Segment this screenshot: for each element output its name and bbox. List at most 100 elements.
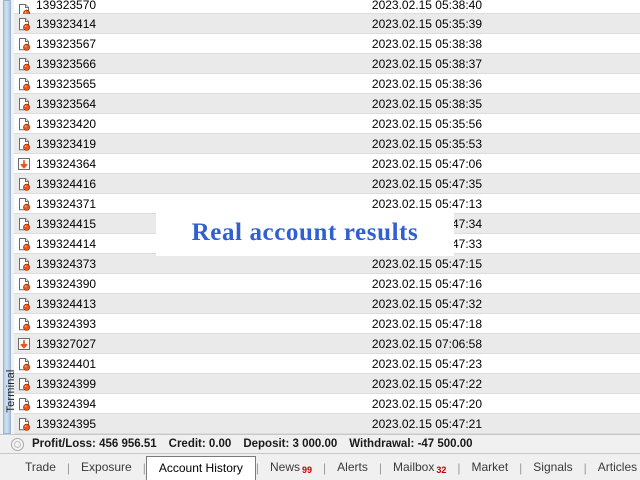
table-row[interactable]: 139323414 2023.02.15 05:35:39 [14, 14, 640, 34]
table-row[interactable]: 139323565 2023.02.15 05:38:36 [14, 74, 640, 94]
table-row[interactable]: 139324371 2023.02.15 05:47:13 [14, 194, 640, 214]
tab-label: Account History [158, 460, 243, 475]
cell-order-ticket: 139324413 [36, 297, 97, 311]
deposit-value: 3 000.00 [292, 438, 338, 450]
tab-market[interactable]: Market [460, 455, 519, 480]
cell-order-time: 2023.02.15 05:47:20 [371, 397, 482, 411]
order-icon [17, 197, 31, 211]
cell-order-ticket: 139323566 [36, 57, 97, 71]
cell-order-time: 2023.02.15 05:47:34 [371, 217, 482, 231]
table-row[interactable]: 139323567 2023.02.15 05:38:38 [14, 34, 640, 54]
tab-badge: 32 [436, 465, 447, 475]
tab-separator: | [519, 460, 523, 475]
profit-loss-value: 456 956.51 [99, 438, 157, 450]
order-icon [17, 237, 31, 251]
order-icon [17, 137, 31, 151]
cell-order-ticket: 139323420 [36, 117, 97, 131]
cell-order-time: 2023.02.15 05:47:13 [371, 197, 482, 211]
table-row[interactable]: 139323419 2023.02.15 05:35:53 [14, 134, 640, 154]
cell-order-ticket: 139324393 [36, 317, 97, 331]
table-row[interactable]: 139324394 2023.02.15 05:47:20 [14, 394, 640, 414]
cell-order-ticket: 139324415 [36, 217, 97, 231]
cell-order-ticket: 139323565 [36, 77, 97, 91]
order-icon [17, 417, 31, 431]
cell-order-ticket: 139324395 [36, 417, 97, 431]
order-icon [17, 257, 31, 271]
order-icon [17, 397, 31, 411]
order-icon [17, 37, 31, 51]
order-icon [17, 217, 31, 231]
table-row[interactable]: 139323564 2023.02.15 05:38:35 [14, 94, 640, 114]
cell-order-time: 2023.02.15 05:38:37 [371, 57, 482, 71]
table-row[interactable]: 139323566 2023.02.15 05:38:37 [14, 54, 640, 74]
deposit-label: Deposit: [243, 438, 290, 450]
table-row[interactable]: 139324399 2023.02.15 05:47:22 [14, 374, 640, 394]
cell-order-ticket: 139324373 [36, 257, 97, 271]
order-icon [17, 97, 31, 111]
withdrawal-value: -47 500.00 [417, 438, 473, 450]
table-row[interactable]: 139324373 2023.02.15 05:47:15 [14, 254, 640, 274]
tab-separator: | [323, 460, 327, 475]
cell-order-ticket: 139324414 [36, 237, 97, 251]
table-row[interactable]: 139324414 2023.02.15 05:47:33 [14, 234, 640, 254]
credit-label: Credit: [168, 438, 206, 450]
tab-label: Market [471, 460, 509, 474]
cell-order-ticket: 139324399 [36, 377, 97, 391]
terminal-dock-strip[interactable]: Terminal [0, 0, 17, 434]
table-row[interactable]: 139324364 2023.02.15 05:47:06 [14, 154, 640, 174]
account-history-table[interactable]: 139323570 2023.02.15 05:38:40 139323414 202… [14, 0, 640, 434]
tab-separator: | [255, 460, 260, 475]
tab-mailbox[interactable]: Mailbox 32 [382, 455, 457, 480]
order-icon [17, 177, 31, 191]
order-icon [17, 17, 31, 31]
cell-order-ticket: 139323567 [36, 37, 97, 51]
tab-separator: | [142, 460, 146, 475]
cell-order-ticket: 139323419 [36, 137, 97, 151]
order-icon [17, 297, 31, 311]
table-rows: 139323570 2023.02.15 05:38:40 139323414 202… [14, 0, 640, 434]
order-icon [17, 117, 31, 131]
cell-order-ticket: 139324401 [36, 357, 97, 371]
order-icon [17, 3, 31, 17]
tab-separator: | [378, 460, 382, 475]
tab-news[interactable]: News 99 [259, 455, 323, 480]
summary-icon [11, 437, 24, 451]
table-row[interactable]: 139324413 2023.02.15 05:47:32 [14, 294, 640, 314]
cell-order-time: 2023.02.15 05:47:33 [371, 237, 482, 251]
dock-handle[interactable] [3, 0, 11, 434]
tab-articles[interactable]: Articles [587, 455, 640, 480]
table-row[interactable]: 139324401 2023.02.15 05:47:23 [14, 354, 640, 374]
order-icon [17, 57, 31, 71]
credit-value: 0.00 [208, 438, 232, 450]
table-row[interactable]: 139323420 2023.02.15 05:35:56 [14, 114, 640, 134]
cell-order-time: 2023.02.15 05:35:39 [371, 17, 482, 31]
withdrawal-label: Withdrawal: [349, 438, 415, 450]
cell-order-ticket: 139324364 [36, 157, 97, 171]
cell-order-ticket: 139324394 [36, 397, 97, 411]
tab-signals[interactable]: Signals [522, 455, 583, 480]
cell-order-ticket: 139324371 [36, 197, 97, 211]
table-row[interactable]: 139324395 2023.02.15 05:47:21 [14, 414, 640, 434]
tab-trade[interactable]: Trade [14, 455, 67, 480]
cell-order-time: 2023.02.15 07:06:58 [371, 337, 482, 351]
table-row[interactable]: 139324415 2023.02.15 05:47:34 [14, 214, 640, 234]
tab-exposure[interactable]: Exposure [70, 455, 143, 480]
cell-order-ticket: 139324390 [36, 277, 97, 291]
table-row[interactable]: 139324416 2023.02.15 05:47:35 [14, 174, 640, 194]
tab-label: Articles [597, 460, 638, 474]
table-row[interactable]: 139323570 2023.02.15 05:38:40 [14, 0, 640, 17]
cell-order-ticket: 139323564 [36, 97, 97, 111]
table-row[interactable]: 139324393 2023.02.15 05:47:18 [14, 314, 640, 334]
tab-account-history[interactable]: Account History [145, 455, 256, 480]
order-icon [17, 77, 31, 91]
tab-separator: | [66, 460, 71, 475]
cell-order-time: 2023.02.15 05:47:32 [371, 297, 482, 311]
tab-badge: 99 [302, 465, 313, 475]
tab-alerts[interactable]: Alerts [326, 455, 379, 480]
table-row[interactable]: 139324390 2023.02.15 05:47:16 [14, 274, 640, 294]
tab-separator: | [457, 460, 461, 475]
table-row[interactable]: 139327027 2023.02.15 07:06:58 [14, 334, 640, 354]
cell-order-time: 2023.02.15 05:35:56 [371, 117, 482, 131]
tab-bar-left-edge [0, 455, 14, 480]
